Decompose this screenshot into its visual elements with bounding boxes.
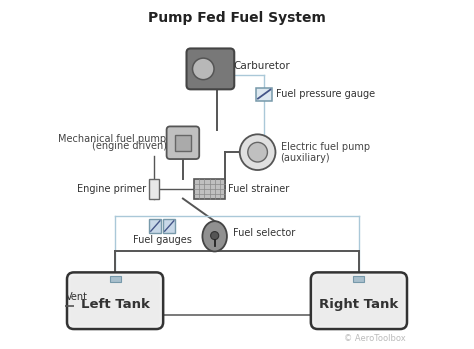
Text: Left Tank: Left Tank xyxy=(81,298,149,311)
Ellipse shape xyxy=(202,221,227,252)
FancyBboxPatch shape xyxy=(186,49,234,89)
FancyBboxPatch shape xyxy=(314,276,403,326)
Bar xyxy=(194,179,225,199)
Text: Engine primer: Engine primer xyxy=(77,184,146,194)
FancyBboxPatch shape xyxy=(71,276,160,326)
Bar xyxy=(256,88,273,101)
Circle shape xyxy=(192,58,214,80)
Text: Carburetor: Carburetor xyxy=(234,61,290,70)
Text: (engine driven): (engine driven) xyxy=(91,141,166,151)
Text: Fuel selector: Fuel selector xyxy=(233,229,295,238)
Circle shape xyxy=(210,231,219,240)
Text: © AeroToolbox: © AeroToolbox xyxy=(344,334,405,343)
Bar xyxy=(164,219,175,233)
FancyBboxPatch shape xyxy=(67,272,163,329)
Bar xyxy=(354,276,365,282)
FancyBboxPatch shape xyxy=(311,272,407,329)
Circle shape xyxy=(248,142,267,162)
Text: Pump Fed Fuel System: Pump Fed Fuel System xyxy=(148,12,326,25)
Text: Fuel strainer: Fuel strainer xyxy=(228,184,290,194)
Text: Right Tank: Right Tank xyxy=(319,298,399,311)
Bar xyxy=(109,276,120,282)
FancyBboxPatch shape xyxy=(166,126,199,159)
Bar xyxy=(175,135,191,151)
Circle shape xyxy=(240,134,275,170)
Text: (auxiliary): (auxiliary) xyxy=(281,153,330,163)
Bar xyxy=(149,179,159,199)
Text: Fuel gauges: Fuel gauges xyxy=(133,236,192,245)
Text: Vent: Vent xyxy=(66,292,88,302)
Text: Mechanical fuel pump: Mechanical fuel pump xyxy=(58,134,166,144)
Text: Fuel pressure gauge: Fuel pressure gauge xyxy=(276,89,375,99)
Bar xyxy=(149,219,161,233)
Text: Electric fuel pump: Electric fuel pump xyxy=(281,142,370,152)
